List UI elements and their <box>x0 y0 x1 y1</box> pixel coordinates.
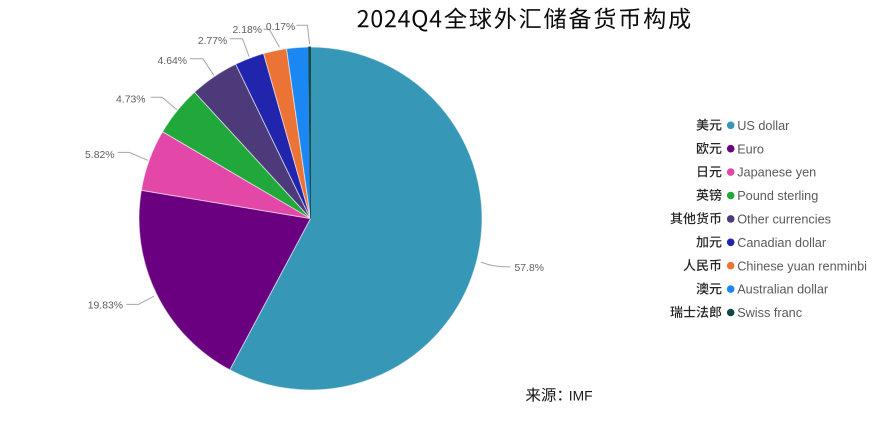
svg-text:4.64%: 4.64% <box>158 56 187 67</box>
svg-text:0.17%: 0.17% <box>266 22 295 33</box>
svg-text:Swiss franc: Swiss franc <box>737 306 803 320</box>
svg-text:57.8%: 57.8% <box>515 263 544 274</box>
svg-text:19.83%: 19.83% <box>88 301 123 312</box>
svg-text:Canadian dollar: Canadian dollar <box>737 236 827 250</box>
svg-text:Pound sterling: Pound sterling <box>737 189 818 203</box>
svg-text:Chinese yuan renminbi: Chinese yuan renminbi <box>737 259 867 273</box>
svg-text:2.18%: 2.18% <box>233 25 262 36</box>
svg-text:Other currencies: Other currencies <box>737 213 831 227</box>
svg-text:Japanese yen: Japanese yen <box>737 166 816 180</box>
svg-text:US dollar: US dollar <box>737 119 790 133</box>
svg-text:Australian dollar: Australian dollar <box>737 283 829 297</box>
svg-text:4.73%: 4.73% <box>116 95 145 106</box>
svg-text:5.82%: 5.82% <box>85 150 114 161</box>
svg-text:Euro: Euro <box>737 142 764 156</box>
svg-text:2.77%: 2.77% <box>198 36 227 47</box>
svg-text:IMF: IMF <box>569 389 593 404</box>
